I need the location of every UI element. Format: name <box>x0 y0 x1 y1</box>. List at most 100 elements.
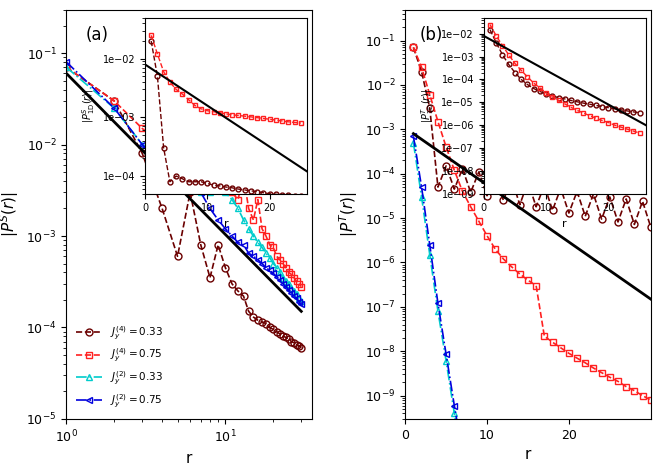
$J_y^{(2)} = 0.33$ <box>244 226 252 232</box>
$J_y^{(4)} = 0.75$ <box>434 119 442 124</box>
$J_y^{(4)} = 0.75$ <box>581 360 589 366</box>
$J_y^{(2)} = 0.33$ <box>273 265 281 270</box>
$J_y^{(2)} = 0.75$ <box>138 142 146 148</box>
$J_y^{(2)} = 0.33$ <box>262 250 270 256</box>
$J_y^{(4)} = 0.33$ <box>273 329 281 335</box>
$J_y^{(2)} = 0.33$ <box>270 261 278 267</box>
$J_y^{(2)} = 0.75$ <box>244 250 252 256</box>
$J_y^{(4)} = 0.75$ <box>565 350 573 356</box>
$J_y^{(2)} = 0.33$ <box>297 298 305 304</box>
$J_y^{(4)} = 0.33$ <box>206 275 214 280</box>
$J_y^{(4)} = 0.75$ <box>598 370 606 376</box>
$J_y^{(2)} = 0.75$ <box>250 253 258 259</box>
$J_y^{(2)} = 0.33$ <box>288 285 295 291</box>
$J_y^{(4)} = 0.75$ <box>540 333 548 339</box>
$J_y^{(4)} = 0.33$ <box>266 325 274 330</box>
Line: $J_y^{(2)} = 0.33$: $J_y^{(2)} = 0.33$ <box>410 139 523 476</box>
$J_y^{(4)} = 0.33$ <box>548 208 556 213</box>
$J_y^{(4)} = 0.75$ <box>590 365 598 371</box>
$J_y^{(2)} = 0.33$ <box>442 358 450 364</box>
$J_y^{(4)} = 0.33$ <box>630 222 638 228</box>
$J_y^{(4)} = 0.33$ <box>214 242 222 248</box>
$J_y^{(4)} = 0.33$ <box>418 69 426 74</box>
Line: $J_y^{(4)} = 0.75$: $J_y^{(4)} = 0.75$ <box>63 64 305 290</box>
$J_y^{(4)} = 0.33$ <box>516 202 524 208</box>
$J_y^{(2)} = 0.33$ <box>293 291 301 297</box>
$J_y^{(4)} = 0.33$ <box>158 206 166 211</box>
$J_y^{(4)} = 0.75$ <box>418 64 426 70</box>
$J_y^{(4)} = 0.33$ <box>254 317 262 323</box>
$J_y^{(4)} = 0.33$ <box>288 339 295 345</box>
$J_y^{(4)} = 0.75$ <box>262 233 270 239</box>
$J_y^{(2)} = 0.75$ <box>293 295 301 301</box>
$J_y^{(4)} = 0.33$ <box>647 224 655 230</box>
$J_y^{(4)} = 0.33$ <box>221 265 229 270</box>
$J_y^{(4)} = 0.33$ <box>258 319 266 325</box>
$J_y^{(2)} = 0.33$ <box>276 269 284 275</box>
$J_y^{(4)} = 0.75$ <box>234 197 242 202</box>
$J_y^{(2)} = 0.75$ <box>426 242 434 248</box>
$J_y^{(4)} = 0.75$ <box>556 345 564 351</box>
$J_y^{(4)} = 0.75$ <box>173 150 181 156</box>
Text: (a): (a) <box>86 26 109 44</box>
$J_y^{(4)} = 0.33$ <box>270 327 278 332</box>
$J_y^{(2)} = 0.33$ <box>426 252 434 258</box>
$J_y^{(4)} = 0.75$ <box>290 275 298 280</box>
$J_y^{(4)} = 0.33$ <box>532 204 540 209</box>
$J_y^{(4)} = 0.33$ <box>250 314 258 320</box>
$J_y^{(4)} = 0.33$ <box>442 163 450 169</box>
$J_y^{(4)} = 0.33$ <box>244 308 252 314</box>
$J_y^{(4)} = 0.75$ <box>647 397 655 403</box>
$J_y^{(4)} = 0.75$ <box>426 92 434 98</box>
$J_y^{(4)} = 0.33$ <box>279 334 287 339</box>
$J_y^{(2)} = 0.33$ <box>110 105 118 111</box>
$J_y^{(4)} = 0.33$ <box>581 213 589 219</box>
X-axis label: r: r <box>525 447 531 462</box>
$J_y^{(4)} = 0.75$ <box>258 226 266 232</box>
$J_y^{(2)} = 0.75$ <box>297 301 305 307</box>
$J_y^{(4)} = 0.33$ <box>524 179 532 185</box>
$J_y^{(2)} = 0.33$ <box>418 194 426 200</box>
$J_y^{(4)} = 0.75$ <box>228 189 236 195</box>
$J_y^{(2)} = 0.75$ <box>270 270 278 276</box>
$J_y^{(4)} = 0.75$ <box>293 278 301 284</box>
X-axis label: r: r <box>186 451 193 466</box>
$J_y^{(2)} = 0.33$ <box>173 169 181 175</box>
$J_y^{(4)} = 0.33$ <box>62 64 70 70</box>
$J_y^{(4)} = 0.33$ <box>234 288 242 294</box>
$J_y^{(2)} = 0.33$ <box>221 189 229 195</box>
$J_y^{(4)} = 0.75$ <box>507 264 515 270</box>
Line: $J_y^{(4)} = 0.33$: $J_y^{(4)} = 0.33$ <box>63 64 305 351</box>
$J_y^{(4)} = 0.75$ <box>483 233 491 238</box>
Line: $J_y^{(2)} = 0.75$: $J_y^{(2)} = 0.75$ <box>410 133 515 476</box>
$J_y^{(4)} = 0.33$ <box>499 198 507 203</box>
$J_y^{(4)} = 0.75$ <box>475 218 483 224</box>
$J_y^{(2)} = 0.75$ <box>258 261 266 267</box>
$J_y^{(4)} = 0.33$ <box>606 194 614 200</box>
$J_y^{(2)} = 0.33$ <box>258 245 266 250</box>
$J_y^{(4)} = 0.33$ <box>262 321 270 327</box>
$J_y^{(2)} = 0.33$ <box>279 275 287 280</box>
$J_y^{(4)} = 0.75$ <box>524 278 532 283</box>
$J_y^{(2)} = 0.33$ <box>214 178 222 184</box>
$J_y^{(4)} = 0.33$ <box>434 184 442 190</box>
$J_y^{(2)} = 0.33$ <box>266 255 274 260</box>
$J_y^{(4)} = 0.75$ <box>221 148 229 154</box>
$J_y^{(2)} = 0.33$ <box>285 281 293 287</box>
$J_y^{(4)} = 0.33$ <box>282 335 290 340</box>
$J_y^{(2)} = 0.75$ <box>254 257 262 263</box>
$J_y^{(4)} = 0.75$ <box>614 378 622 384</box>
$J_y^{(4)} = 0.75$ <box>279 261 287 267</box>
$J_y^{(4)} = 0.75$ <box>186 156 194 161</box>
$J_y^{(4)} = 0.33$ <box>110 98 118 104</box>
$J_y^{(4)} = 0.33$ <box>590 191 598 197</box>
$J_y^{(2)} = 0.75$ <box>273 274 281 279</box>
$J_y^{(2)} = 0.75$ <box>214 217 222 223</box>
Line: $J_y^{(2)} = 0.75$: $J_y^{(2)} = 0.75$ <box>63 59 305 307</box>
$J_y^{(2)} = 0.75$ <box>288 290 295 296</box>
$J_y^{(4)} = 0.75$ <box>206 169 214 175</box>
Text: (b): (b) <box>420 26 444 44</box>
$J_y^{(2)} = 0.75$ <box>186 169 194 175</box>
$J_y^{(4)} = 0.75$ <box>548 339 556 345</box>
$J_y^{(4)} = 0.33$ <box>507 176 515 181</box>
